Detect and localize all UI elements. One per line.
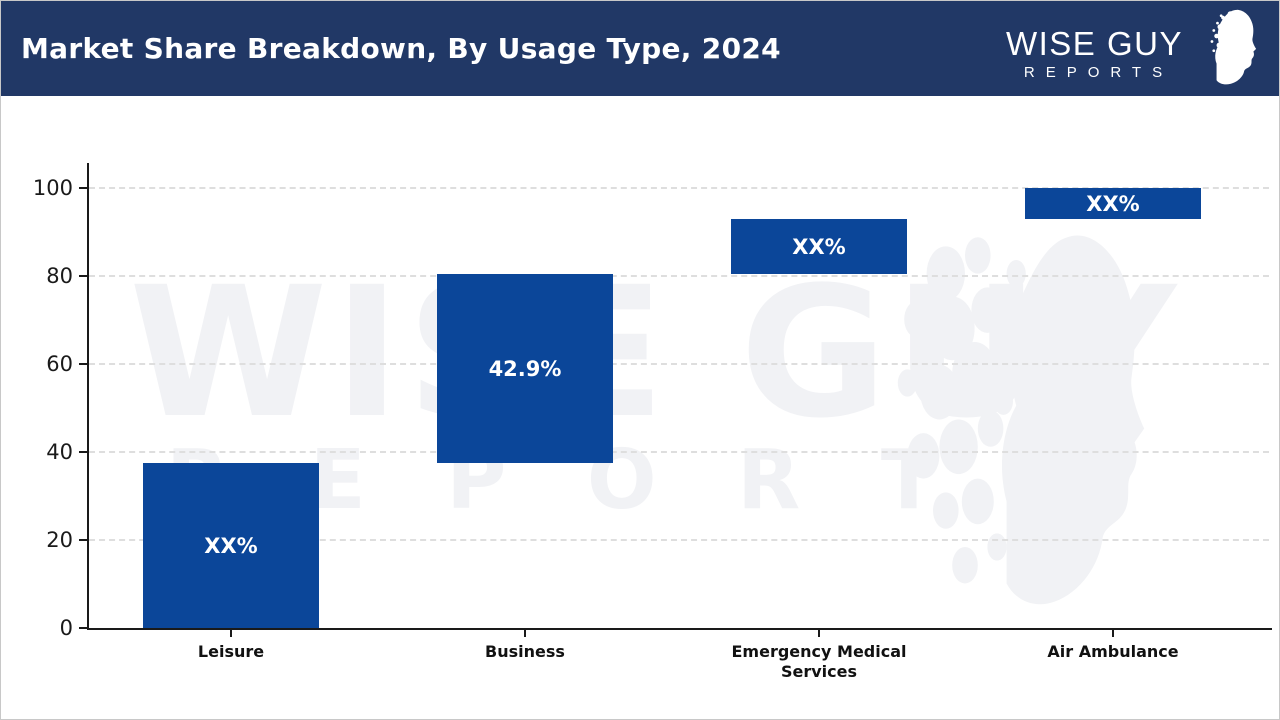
gridline-40: [89, 451, 1269, 453]
page-title: Market Share Breakdown, By Usage Type, 2…: [21, 32, 781, 65]
x-tick-mark-air-ambulance: [1112, 630, 1114, 637]
bar-leisure: [143, 463, 319, 628]
y-tick-mark-20: [79, 539, 87, 541]
bar-air-ambulance: [1025, 188, 1201, 220]
y-tick-mark-60: [79, 363, 87, 365]
bar-business: [437, 274, 613, 463]
y-tick-label-0: 0: [59, 616, 73, 640]
y-tick-mark-80: [79, 275, 87, 277]
x-tick-mark-business: [524, 630, 526, 637]
x-axis-label-air-ambulance: Air Ambulance: [1047, 642, 1179, 661]
gridline-80: [89, 275, 1269, 277]
y-tick-label-100: 100: [32, 176, 73, 200]
gridline-60: [89, 363, 1269, 365]
y-tick-mark-100: [79, 187, 87, 189]
x-axis-label-business: Business: [485, 642, 565, 661]
logo-face-icon: [1210, 9, 1257, 85]
y-tick-label-20: 20: [46, 528, 73, 552]
gridline-20: [89, 539, 1269, 541]
header-bar: Market Share Breakdown, By Usage Type, 2…: [1, 1, 1279, 96]
wise-guy-logo: WISE GUY REPORTS: [1006, 5, 1269, 91]
logo-subtitle: REPORTS: [1023, 64, 1174, 81]
y-tick-mark-40: [79, 451, 87, 453]
bar-value-label-leisure: XX%: [204, 533, 258, 558]
y-axis-line: [87, 163, 89, 630]
logo-wordmark: WISE GUY: [1005, 25, 1183, 62]
x-tick-mark-emergency-medical-services: [818, 630, 820, 637]
bar-value-label-emergency-medical-services: XX%: [792, 234, 846, 259]
x-tick-mark-leisure: [230, 630, 232, 637]
x-axis-line: [87, 628, 1272, 630]
gridline-100: [89, 187, 1269, 189]
x-axis-label-emergency-medical-services: Emergency Medical Services: [731, 642, 907, 681]
bar-value-label-air-ambulance: XX%: [1086, 191, 1140, 216]
y-tick-label-40: 40: [46, 440, 73, 464]
bar-emergency-medical-services: [731, 219, 907, 275]
y-tick-label-60: 60: [46, 352, 73, 376]
x-axis-label-leisure: Leisure: [197, 642, 265, 661]
logo-text: WISE GUY REPORTS: [1005, 25, 1183, 82]
y-tick-mark-0: [79, 627, 87, 629]
bar-value-label-business: 42.9%: [488, 356, 562, 381]
y-tick-label-80: 80: [46, 264, 73, 288]
